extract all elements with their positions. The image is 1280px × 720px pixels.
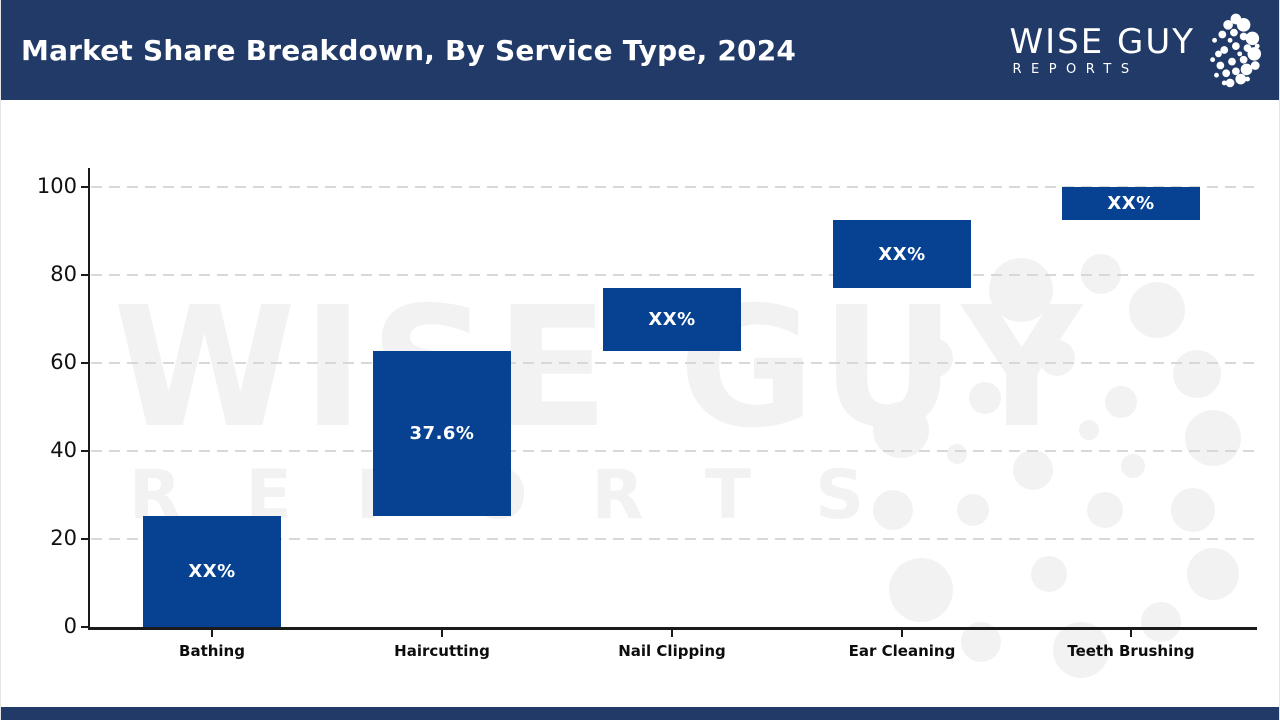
page-title: Market Share Breakdown, By Service Type,… (21, 33, 797, 67)
category-label-bathing: Bathing (179, 642, 245, 660)
y-tick-label-20: 20 (50, 526, 77, 550)
y-tick-mark-100 (81, 186, 88, 188)
y-tick-label-100: 100 (36, 174, 77, 198)
category-label-teeth-brushing: Teeth Brushing (1067, 642, 1195, 660)
x-tick-mark-5 (1130, 630, 1132, 637)
chart-area: WISE GUY REPORTS 0 20 40 60 80 100 XX% 37.6% XX%… (1, 100, 1279, 707)
gridline-100 (91, 186, 1257, 188)
y-tick-label-60: 60 (50, 350, 77, 374)
plot-area: 0 20 40 60 80 100 XX% 37.6% XX% XX% XX% Bathing Hair… (1, 100, 1279, 707)
gridline-40 (91, 450, 1257, 452)
footer-bar (1, 707, 1279, 720)
bar-value-label: XX% (648, 308, 696, 330)
y-tick-label-0: 0 (63, 614, 77, 638)
bar-ear-cleaning: XX% (833, 220, 971, 289)
category-label-nail-clipping: Nail Clipping (618, 642, 726, 660)
bar-value-label: XX% (878, 243, 926, 265)
bar-bathing: XX% (143, 516, 281, 627)
x-tick-mark-2 (441, 630, 443, 637)
category-label-haircutting: Haircutting (394, 642, 490, 660)
x-tick-mark-1 (211, 630, 213, 637)
x-axis-spine (88, 627, 1257, 630)
gridline-60 (91, 362, 1257, 364)
y-tick-label-80: 80 (50, 262, 77, 286)
wise-guy-reports-logo: WISE GUY REPORTS (1009, 11, 1263, 89)
y-axis-spine (88, 168, 90, 630)
gridline-20 (91, 538, 1257, 540)
x-tick-mark-4 (901, 630, 903, 637)
logo-text: WISE GUY REPORTS (1009, 25, 1195, 76)
gridline-80 (91, 274, 1257, 276)
bar-value-label: XX% (1107, 193, 1155, 215)
x-tick-mark-3 (671, 630, 673, 637)
logo-subtext: REPORTS (1012, 61, 1139, 77)
category-label-ear-cleaning: Ear Cleaning (848, 642, 956, 660)
bar-value-label: XX% (188, 561, 236, 583)
y-tick-mark-80 (81, 274, 88, 276)
bar-teeth-brushing: XX% (1062, 187, 1200, 221)
y-tick-label-40: 40 (50, 438, 77, 462)
y-tick-mark-20 (81, 538, 88, 540)
y-tick-mark-60 (81, 362, 88, 364)
y-tick-mark-40 (81, 450, 88, 452)
bar-nail-clipping: XX% (603, 288, 741, 351)
bar-haircutting: 37.6% (373, 350, 511, 517)
dotted-head-logo-icon (1210, 13, 1262, 88)
bar-value-label: 37.6% (409, 422, 475, 444)
logo-wordmark: WISE GUY (1009, 21, 1195, 62)
y-tick-mark-0 (81, 626, 88, 628)
header-bar: Market Share Breakdown, By Service Type,… (1, 0, 1279, 100)
